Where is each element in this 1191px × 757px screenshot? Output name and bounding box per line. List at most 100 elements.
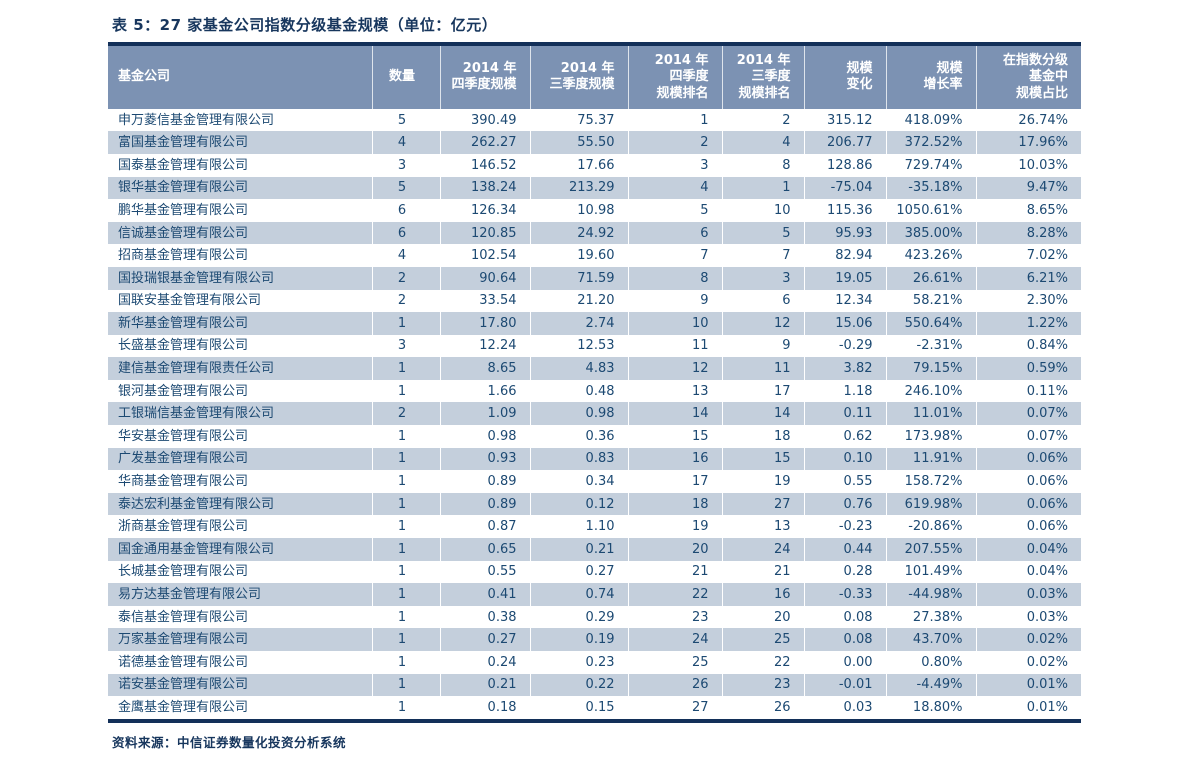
column-header: 基金公司 [108,44,372,109]
column-header: 规模 变化 [803,44,886,109]
value-cell: 0.80% [885,651,976,674]
value-cell: 17.80 [439,312,530,335]
value-cell: 0.36 [529,425,628,448]
table-body: 申万菱信基金管理有限公司 5 390.49 75.37 1 2 315.12 418.09% 2… [108,108,1081,721]
column-header: 2014 年 四季度规模 [439,44,530,109]
fund-company-cell: 华商基金管理有限公司 [118,474,249,490]
fund-company-cell: 长城基金管理有限公司 [118,564,249,580]
value-cell: 2 [627,131,722,154]
value-cell: 0.27 [439,628,530,651]
value-cell: 146.52 [439,153,530,177]
value-cell: -44.98% [885,583,976,606]
value-cell: 17.96% [975,131,1081,154]
value-cell: 619.98% [885,492,976,516]
value-cell: 213.29 [529,176,628,200]
value-cell: 22 [721,651,804,674]
value-cell: 126.34 [439,199,530,222]
value-cell: 10.98 [529,199,628,222]
value-cell: 12.53 [529,334,628,358]
fund-company-cell: 万家基金管理有限公司 [118,632,249,648]
value-cell: 0.11% [975,379,1081,403]
value-cell: 0.11 [803,402,886,426]
value-cell: 4 [721,131,804,154]
table-row: 浙商基金管理有限公司 1 0.87 1.10 19 13 -0.23 -20.86% 0.06% [108,515,1081,539]
value-cell: 1.10 [529,515,628,539]
fund-company-cell: 招商基金管理有限公司 [118,248,249,264]
table-row: 万家基金管理有限公司 1 0.27 0.19 24 25 0.08 43.70% 0.02% [108,628,1081,651]
value-cell: 20 [721,605,804,629]
fund-company-cell: 国联安基金管理有限公司 [118,293,262,309]
value-cell: 3 [371,334,440,358]
table-header-row: 基金公司 数量 2014 年 四季度规模 2014 年 三季度规模 2014 年 四季度… [108,44,1081,109]
value-cell: 6 [371,199,440,222]
value-cell: 82.94 [803,244,886,267]
value-cell: 15.06 [803,312,886,335]
value-cell: 4 [371,244,440,267]
fund-company-cell: 易方达基金管理有限公司 [118,587,262,603]
fund-company-cell: 富国基金管理有限公司 [118,135,249,151]
fund-company-cell: 新华基金管理有限公司 [118,315,249,331]
fund-company-cell: 金鹰基金管理有限公司 [118,699,249,715]
value-cell: 0.02% [975,651,1081,674]
value-cell: 1 [371,447,440,471]
value-cell: 0.22 [529,673,628,697]
value-cell: 16 [627,447,722,471]
value-cell: -20.86% [885,515,976,539]
value-cell: 9 [627,289,722,313]
value-cell: 6 [371,221,440,245]
value-cell: 22 [627,583,722,606]
value-cell: 55.50 [529,131,628,154]
table-row: 长城基金管理有限公司 1 0.55 0.27 21 21 0.28 101.49% 0.04% [108,560,1081,584]
value-cell: 16 [721,583,804,606]
value-cell: 729.74% [885,153,976,177]
value-cell: 6 [721,289,804,313]
value-cell: 0.08 [803,605,886,629]
value-cell: 1 [371,583,440,606]
value-cell: 11 [627,334,722,358]
column-header: 2014 年 四季度 规模排名 [627,44,722,109]
fund-company-cell: 信诚基金管理有限公司 [118,225,249,241]
value-cell: 6 [627,221,722,245]
value-cell: 58.21% [885,289,976,313]
value-cell: 0.55 [803,470,886,493]
value-cell: 0.93 [439,447,530,471]
table-row: 泰达宏利基金管理有限公司 1 0.89 0.12 18 27 0.76 619.98% 0.06… [108,492,1081,516]
value-cell: 115.36 [803,199,886,222]
source-note: 资料来源：中信证券数量化投资分析系统 [112,734,347,750]
value-cell: 5 [627,199,722,222]
value-cell: 418.09% [885,108,976,132]
value-cell: 95.93 [803,221,886,245]
value-cell: 71.59 [529,266,628,290]
value-cell: 0.07% [975,425,1081,448]
table-row: 华安基金管理有限公司 1 0.98 0.36 15 18 0.62 173.98% 0.07% [108,425,1081,448]
table-row: 申万菱信基金管理有限公司 5 390.49 75.37 1 2 315.12 418.09% 2… [108,108,1081,132]
value-cell: 1 [371,696,440,721]
value-cell: 26.61% [885,266,976,290]
value-cell: -0.01 [803,673,886,697]
value-cell: 2 [371,266,440,290]
fund-company-cell: 泰达宏利基金管理有限公司 [118,496,275,512]
table-row: 银河基金管理有限公司 1 1.66 0.48 13 17 1.18 246.10% 0.11% [108,379,1081,403]
value-cell: 27 [721,492,804,516]
value-cell: 0.21 [529,538,628,561]
fund-scale-table: 基金公司 数量 2014 年 四季度规模 2014 年 三季度规模 2014 年 四季度… [108,42,1081,723]
fund-company-cell: 建信基金管理有限责任公司 [118,361,275,377]
column-header: 在指数分级 基金中 规模占比 [975,44,1081,109]
fund-company-cell: 浙商基金管理有限公司 [118,519,249,535]
value-cell: 0.03% [975,605,1081,629]
value-cell: 206.77 [803,131,886,154]
value-cell: 79.15% [885,357,976,380]
table-row: 银华基金管理有限公司 5 138.24 213.29 4 1 -75.04 -35.18% 9.… [108,176,1081,200]
fund-company-cell: 银河基金管理有限公司 [118,383,249,399]
fund-company-cell: 鹏华基金管理有限公司 [118,202,249,218]
value-cell: 0.04% [975,538,1081,561]
table-row: 易方达基金管理有限公司 1 0.41 0.74 22 16 -0.33 -44.98% 0.03… [108,583,1081,606]
value-cell: 1 [371,357,440,380]
value-cell: 7.02% [975,244,1081,267]
table-row: 信诚基金管理有限公司 6 120.85 24.92 6 5 95.93 385.00% 8.28… [108,221,1081,245]
value-cell: 23 [627,605,722,629]
value-cell: 1 [371,651,440,674]
value-cell: 12.34 [803,289,886,313]
value-cell: 17.66 [529,153,628,177]
fund-company-cell: 华安基金管理有限公司 [118,428,249,444]
